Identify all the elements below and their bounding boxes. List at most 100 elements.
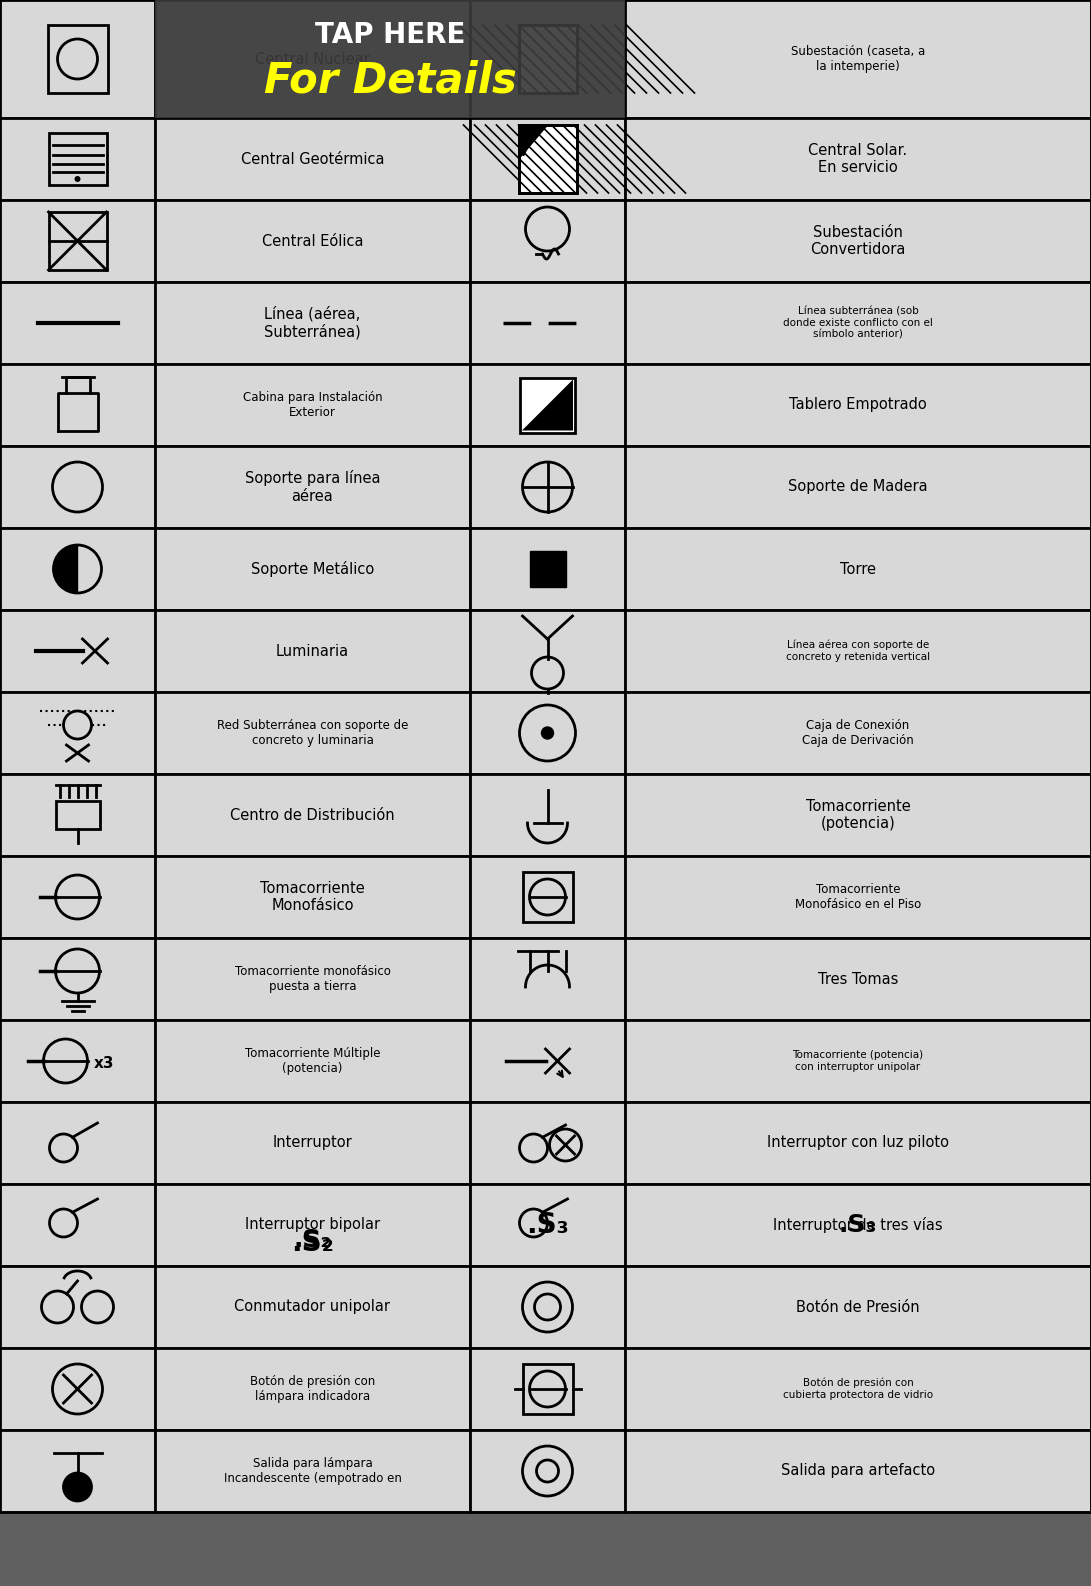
Text: For Details: For Details [264, 59, 516, 102]
Text: Soporte de Madera: Soporte de Madera [788, 479, 927, 495]
Bar [1, 611, 154, 691]
Bar [626, 365, 1090, 446]
Bar [626, 776, 1090, 855]
Text: Central Solar.
En servicio: Central Solar. En servicio [808, 143, 908, 174]
Bar [1, 1021, 154, 1101]
Bar [471, 282, 624, 363]
Text: Botón de presión con
lámpara indicadora: Botón de presión con lámpara indicadora [250, 1375, 375, 1404]
Bar [1, 1102, 154, 1183]
Bar [626, 611, 1090, 691]
Bar [626, 1267, 1090, 1347]
Bar [471, 201, 624, 281]
Bar [471, 939, 624, 1018]
Text: Botón de presión con
cubierta protectora de vidrio: Botón de presión con cubierta protectora… [783, 1378, 933, 1400]
Text: Soporte Metálico: Soporte Metálico [251, 561, 374, 577]
Bar [156, 530, 469, 609]
Text: Cabina para Instalación
Exterior: Cabina para Instalación Exterior [242, 392, 382, 419]
Text: Línea aérea con soporte de
concreto y retenida vertical: Línea aérea con soporte de concreto y re… [786, 639, 930, 661]
Bar [156, 1185, 469, 1266]
Bar [626, 119, 1090, 198]
Text: .S₂: .S₂ [291, 1229, 334, 1258]
Bar [1, 2, 154, 117]
Bar [471, 447, 624, 527]
Text: Subestación
Convertidora: Subestación Convertidora [811, 225, 906, 257]
Circle shape [541, 726, 553, 739]
Bar [156, 1350, 469, 1429]
Bar [1, 776, 154, 855]
Bar [523, 872, 573, 921]
Bar [471, 693, 624, 772]
Text: Caja de Conexión
Caja de Derivación: Caja de Conexión Caja de Derivación [802, 718, 914, 747]
Bar [156, 447, 469, 527]
Bar [520, 377, 575, 433]
Bar [471, 856, 624, 937]
Bar [471, 2, 624, 117]
Bar [156, 365, 469, 446]
Text: Interruptor con luz piloto: Interruptor con luz piloto [767, 1136, 949, 1150]
Bar [1, 119, 154, 198]
Bar [626, 693, 1090, 772]
Bar [1, 693, 154, 772]
Bar [529, 550, 565, 587]
Bar [471, 1102, 624, 1183]
Bar [1, 1431, 154, 1511]
Polygon shape [521, 379, 573, 430]
Text: Tablero Empotrado: Tablero Empotrado [789, 398, 927, 412]
Bar [156, 2, 469, 117]
Text: Centro de Distribución: Centro de Distribución [230, 807, 395, 823]
Text: .S₂: .S₂ [293, 1228, 332, 1251]
Polygon shape [53, 546, 77, 593]
Text: Subestación (caseta, a
la intemperie): Subestación (caseta, a la intemperie) [791, 44, 925, 73]
Bar [1, 856, 154, 937]
Bar [1, 365, 154, 446]
Bar [156, 693, 469, 772]
Bar [156, 856, 469, 937]
Bar [1, 530, 154, 609]
Text: TAP HERE: TAP HERE [315, 21, 465, 49]
Bar [1, 939, 154, 1018]
Bar [626, 530, 1090, 609]
Bar [471, 611, 624, 691]
Bar [626, 1350, 1090, 1429]
Text: Tomacorriente Múltiple
(potencia): Tomacorriente Múltiple (potencia) [244, 1047, 381, 1075]
Text: Central Nuclear: Central Nuclear [255, 51, 370, 67]
Text: Tres Tomas: Tres Tomas [818, 972, 898, 986]
Text: Interruptor de tres vías: Interruptor de tres vías [774, 1216, 943, 1232]
Text: Tomacorriente monofásico
puesta a tierra: Tomacorriente monofásico puesta a tierra [235, 964, 391, 993]
Bar [471, 1185, 624, 1266]
Bar [626, 447, 1090, 527]
Bar [471, 1267, 624, 1347]
Bar [626, 201, 1090, 281]
Text: Torre: Torre [840, 561, 876, 576]
Text: .S₃: .S₃ [526, 1212, 568, 1239]
Bar [471, 1021, 624, 1101]
Bar [156, 776, 469, 855]
Circle shape [74, 176, 81, 182]
Bar [626, 1431, 1090, 1511]
Text: Central Eólica: Central Eólica [262, 233, 363, 249]
Bar [518, 25, 576, 94]
Text: Interruptor bipolar: Interruptor bipolar [245, 1218, 380, 1232]
Bar [626, 939, 1090, 1018]
Text: Tomacorriente
Monofásico en el Piso: Tomacorriente Monofásico en el Piso [795, 883, 921, 910]
Bar [626, 1102, 1090, 1183]
Bar [48, 213, 107, 270]
Bar [1, 201, 154, 281]
Bar [56, 801, 99, 829]
Bar [471, 1350, 624, 1429]
Text: Soporte para línea
aérea: Soporte para línea aérea [244, 471, 381, 504]
Bar [1, 1185, 154, 1266]
Text: x3: x3 [94, 1056, 113, 1071]
Bar [471, 365, 624, 446]
Bar [518, 125, 576, 193]
Bar [626, 2, 1090, 117]
Bar [471, 530, 624, 609]
Bar [1, 447, 154, 527]
Polygon shape [519, 125, 548, 159]
Bar [626, 1021, 1090, 1101]
Bar [156, 1431, 469, 1511]
Text: Conmutador unipolar: Conmutador unipolar [235, 1299, 391, 1315]
Bar [156, 611, 469, 691]
Bar [156, 1267, 469, 1347]
Bar [156, 939, 469, 1018]
